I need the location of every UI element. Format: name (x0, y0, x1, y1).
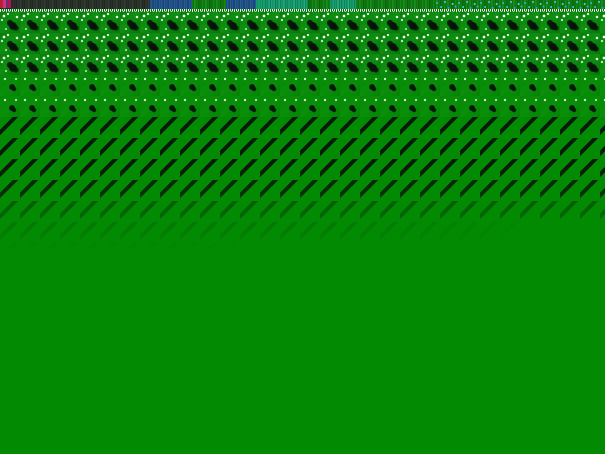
dash-row (0, 96, 605, 117)
dash-row (0, 222, 605, 243)
dash-row (0, 180, 605, 201)
dash-row (0, 54, 605, 75)
dash-row (0, 12, 605, 33)
title-bar-slab-remnant (0, 0, 150, 10)
app-icon-remnant (0, 0, 13, 8)
diagonal-dash-artifact-field (0, 12, 605, 259)
cyan-noise-remnant-2 (330, 0, 356, 10)
cyan-noise-remnant-1 (256, 0, 308, 10)
blue-slab-remnant-1 (150, 0, 192, 10)
flat-green-area (0, 259, 605, 454)
blue-slab-remnant-2 (226, 0, 256, 10)
dash-row (0, 159, 605, 180)
dash-row (0, 138, 605, 159)
dash-row (0, 243, 605, 259)
dash-row (0, 75, 605, 96)
dash-row (0, 33, 605, 54)
dash-row (0, 117, 605, 138)
corrupted-title-bar (0, 0, 605, 10)
blue-speckle-noise (435, 0, 605, 10)
dash-row (0, 201, 605, 222)
